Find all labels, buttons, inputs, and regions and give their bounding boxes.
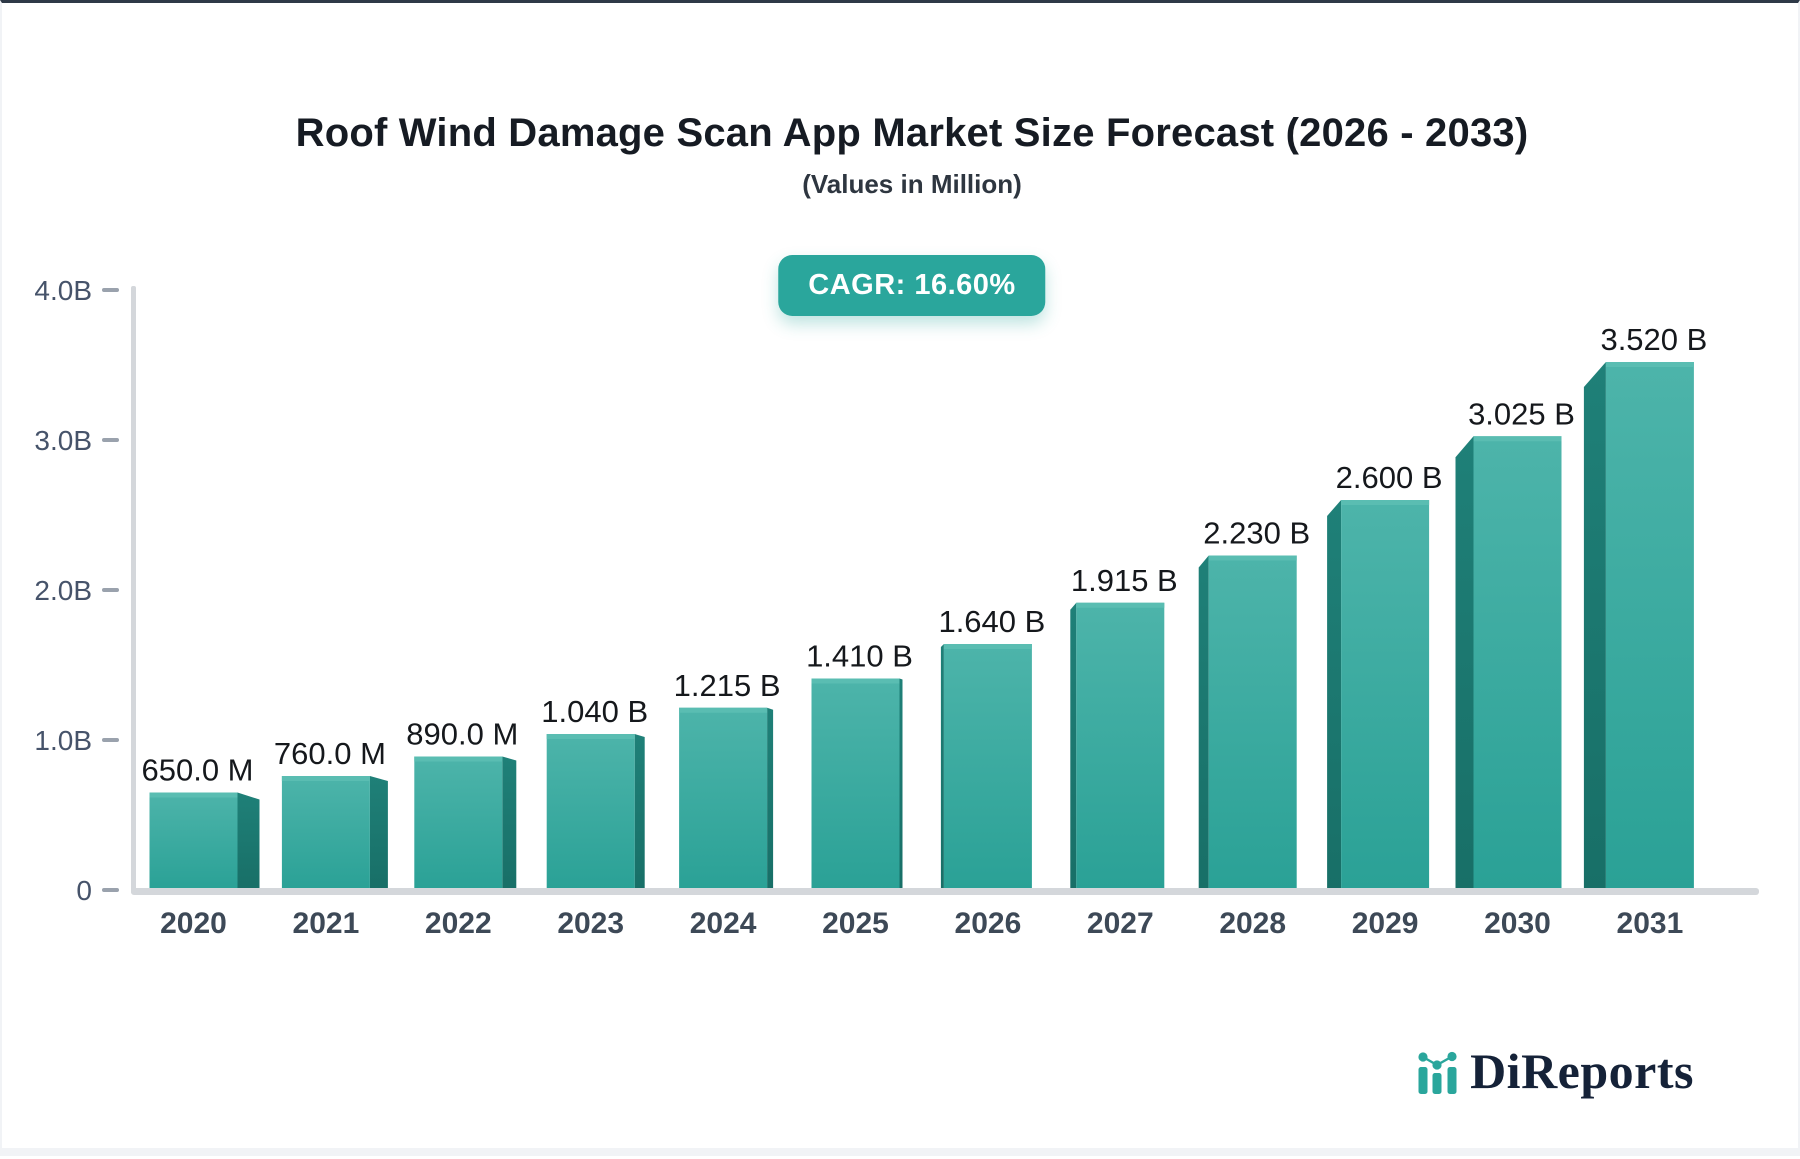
bar-top-face	[1473, 436, 1562, 442]
y-tick-label: 3.0B	[34, 425, 92, 456]
bar-value-label: 3.520 B	[1600, 322, 1707, 357]
bar-front-face	[546, 734, 635, 890]
bar-top-face	[149, 792, 238, 798]
bar-side-face	[1070, 602, 1077, 890]
y-axis-line	[131, 286, 136, 894]
bar-front-face	[281, 776, 370, 890]
y-tick-dash	[102, 438, 119, 442]
bar-2023: 1.040 B	[541, 694, 648, 890]
bar-2026: 1.640 B	[938, 604, 1045, 890]
y-tick-label: 2.0B	[34, 575, 92, 606]
bar-top-face	[679, 707, 768, 713]
x-tick-label: 2020	[160, 907, 227, 940]
bar-2020: 650.0 M	[141, 753, 260, 890]
x-tick-label: 2022	[425, 907, 492, 940]
bar-side-face	[1327, 500, 1342, 890]
chart-title: Roof Wind Damage Scan App Market Size Fo…	[295, 111, 1529, 155]
bar-value-label: 1.640 B	[938, 604, 1045, 639]
x-tick-label: 2024	[690, 907, 757, 940]
bar-top-face	[281, 776, 370, 781]
x-tick-label: 2023	[557, 907, 624, 940]
x-tick-label: 2030	[1484, 907, 1551, 940]
bar-top-face	[1605, 362, 1694, 367]
bar-front-face	[149, 792, 238, 890]
bar-2029: 2.600 B	[1327, 460, 1443, 890]
bar-2024: 1.215 B	[674, 668, 781, 890]
bar-side-face	[369, 776, 388, 890]
chart-subtitle: (Values in Million)	[802, 169, 1022, 199]
x-tick-label: 2026	[955, 907, 1022, 940]
bar-2021: 760.0 M	[274, 736, 388, 890]
bar-top-face	[1341, 500, 1430, 505]
bar-side-face	[634, 734, 645, 890]
bar-top-face	[546, 734, 635, 739]
bar-value-label: 2.230 B	[1203, 516, 1310, 551]
y-tick-dash	[102, 588, 119, 592]
bar-front-face	[943, 644, 1032, 890]
bar-value-label: 650.0 M	[141, 753, 253, 788]
bar-value-label: 1.215 B	[674, 668, 781, 703]
x-tick-label: 2028	[1219, 907, 1286, 940]
bar-2022: 890.0 M	[406, 717, 518, 890]
y-tick-label: 1.0B	[34, 725, 92, 756]
y-tick-label: 0	[76, 875, 92, 906]
bar-front-face	[1076, 602, 1165, 890]
bar-side-face	[502, 756, 517, 890]
brand-name: DiReports	[1470, 1043, 1694, 1099]
bar-value-label: 1.040 B	[541, 694, 648, 729]
cagr-badge: CAGR: 16.60%	[778, 255, 1046, 316]
bar-value-label: 1.915 B	[1071, 563, 1178, 598]
bar-value-label: 760.0 M	[274, 736, 386, 771]
bar-front-face	[679, 707, 768, 890]
bar-2030: 3.025 B	[1455, 396, 1575, 890]
bar-front-face	[1605, 362, 1694, 890]
x-tick-label: 2031	[1617, 907, 1684, 940]
bar-value-label: 890.0 M	[406, 717, 518, 752]
bar-front-face	[1473, 436, 1562, 890]
bar-front-face	[1208, 555, 1297, 890]
bar-2025: 1.410 B	[806, 639, 913, 890]
bar-front-face	[811, 678, 900, 890]
bar-2027: 1.915 B	[1070, 563, 1178, 890]
y-tick-label: 4.0B	[34, 275, 92, 306]
bar-side-face	[767, 707, 774, 890]
y-tick-dash	[102, 738, 119, 742]
x-axis-line	[131, 888, 1759, 895]
bar-2028: 2.230 B	[1198, 516, 1310, 890]
bar-front-face	[414, 756, 503, 890]
x-tick-label: 2029	[1352, 907, 1419, 940]
bar-side-face	[1583, 362, 1606, 890]
bar-value-label: 3.025 B	[1468, 396, 1575, 431]
bar-top-face	[1076, 602, 1165, 608]
bar-chart-logo-icon	[1418, 1051, 1457, 1094]
bar-top-face	[943, 644, 1032, 649]
bar-side-face	[1198, 555, 1209, 890]
x-tick-label: 2025	[822, 907, 889, 940]
bar-top-face	[1208, 555, 1297, 561]
bar-front-face	[1341, 500, 1430, 890]
bar-side-face	[940, 644, 944, 890]
y-tick-dash	[102, 888, 119, 892]
bar-side-face	[899, 678, 903, 890]
bar-value-label: 2.600 B	[1336, 460, 1443, 495]
bar-side-face	[237, 792, 260, 890]
bar-2031: 3.520 B	[1583, 322, 1707, 890]
y-tick-dash	[102, 288, 119, 292]
bar-top-face	[414, 756, 503, 762]
bar-value-label: 1.410 B	[806, 639, 913, 674]
bar-top-face	[811, 678, 900, 684]
bar-side-face	[1455, 436, 1474, 890]
brand-logo: DiReports	[1416, 1046, 1694, 1096]
x-tick-label: 2021	[293, 907, 360, 940]
x-tick-label: 2027	[1087, 907, 1154, 940]
bar-chart: 650.0 M 760.0 M 890.0 M 1.040 B 1.215 B 1.410…	[34, 275, 1759, 940]
